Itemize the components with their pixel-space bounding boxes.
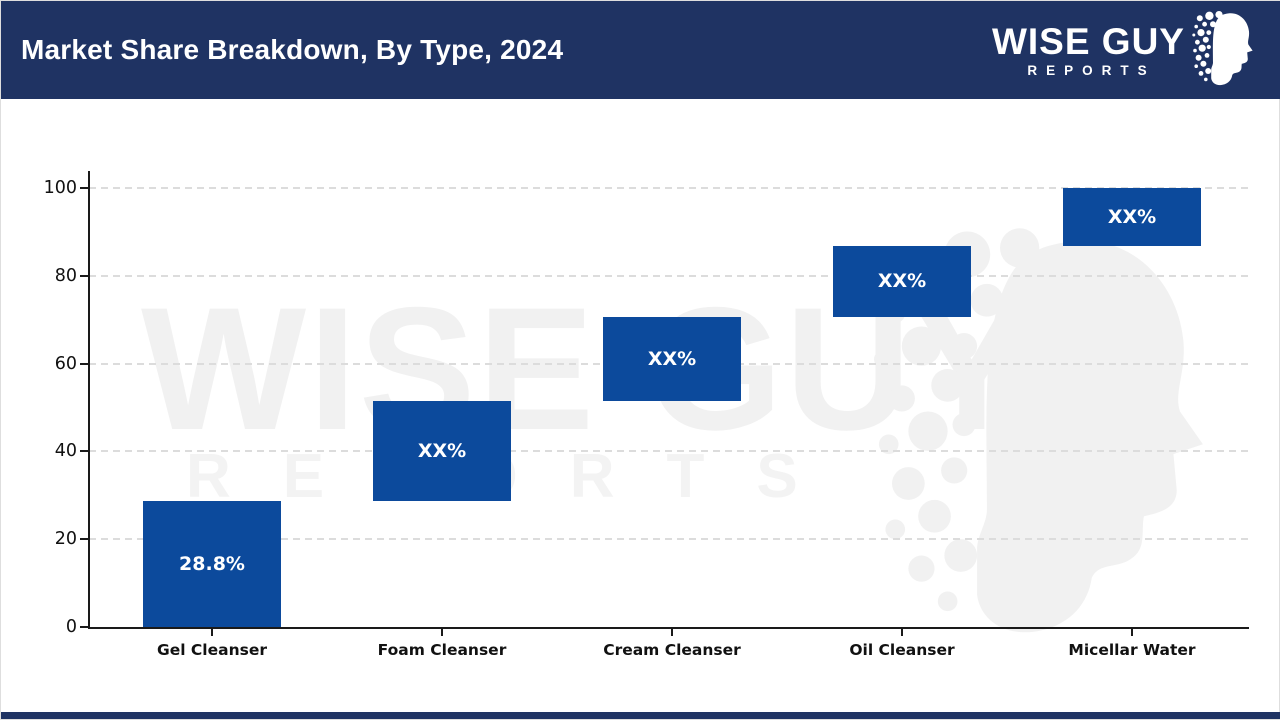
bar-value-label: 28.8% [179,552,245,575]
y-tick-label: 20 [54,529,77,550]
y-tick-mark [80,626,88,628]
y-axis-line [88,171,90,629]
y-tick-label: 60 [54,353,77,374]
y-tick-mark [80,187,88,189]
footer-bar [1,712,1280,719]
wise-guy-logo: WISE GUY REPORTS [992,10,1255,90]
bar: XX% [603,316,741,401]
y-tick-label: 100 [43,178,77,198]
x-axis-line [88,627,1249,629]
gridline [89,450,1249,453]
x-tick-mark [901,629,903,636]
x-tick-mark [211,629,213,636]
logo-wiseguy-text: WISE GUY [991,20,1185,62]
x-tick-label: Cream Cleanser [603,641,741,659]
page-title: Market Share Breakdown, By Type, 2024 [21,34,564,65]
bar-value-label: XX% [877,270,927,293]
y-tick-mark [80,538,88,541]
bar: XX% [833,246,971,317]
y-tick-mark [80,274,88,277]
x-tick-mark [1131,629,1133,636]
gridline [89,187,1249,189]
bar-value-label: XX% [417,439,467,462]
x-tick-label: Oil Cleanser [849,641,955,659]
y-tick-label: 40 [54,441,77,462]
logo-text: WISE GUY REPORTS [992,23,1185,78]
logo-reports-text: REPORTS [1027,62,1156,78]
bar: XX% [373,400,511,501]
x-tick-label: Micellar Water [1068,641,1196,659]
y-tick-mark [80,450,88,453]
bar-value-label: XX% [1107,206,1157,229]
x-tick-mark [671,629,673,636]
logo-face-icon [1192,11,1253,86]
x-tick-mark [441,629,443,636]
bar: 28.8% [143,500,281,627]
gridline [89,538,1249,541]
y-tick-label: 80 [54,265,77,286]
x-tick-label: Gel Cleanser [156,641,268,659]
bar: XX% [1063,188,1201,247]
bar-value-label: XX% [647,347,697,370]
y-tick-label: 0 [65,617,77,637]
gridline [89,274,1249,277]
y-tick-mark [80,362,88,365]
header-bar: Market Share Breakdown, By Type, 2024 WI… [1,1,1280,99]
x-tick-label: Foam Cleanser [377,641,507,659]
